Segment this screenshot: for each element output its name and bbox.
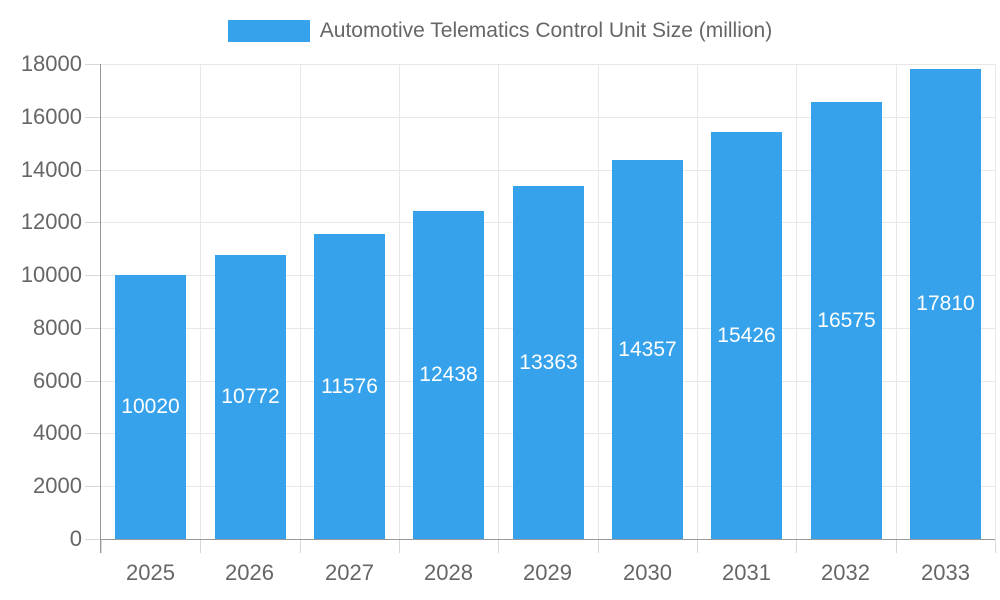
bar-value-label: 10772: [221, 385, 280, 408]
y-tick-label: 16000: [20, 104, 82, 129]
y-axis-line: [100, 64, 101, 553]
bar-value-label: 16575: [817, 308, 876, 332]
bar-2028[interactable]: 12438: [413, 211, 484, 539]
x-axis-line: [100, 539, 995, 540]
y-tick-label: 14000: [20, 157, 82, 182]
bar-2031[interactable]: 15426: [711, 132, 782, 539]
bar-2033[interactable]: 17810: [910, 69, 981, 539]
legend-label: Automotive Telematics Control Unit Size …: [319, 19, 773, 42]
y-tick: [85, 170, 101, 171]
x-tick-label: 2025: [126, 560, 175, 585]
gridline-h: [101, 64, 995, 65]
x-tick: [796, 539, 797, 553]
bar-2030[interactable]: 14357: [612, 160, 683, 539]
y-tick-label: 0: [69, 526, 82, 551]
bar-value-label: 11576: [321, 374, 378, 398]
y-tick-label: 12000: [20, 209, 82, 234]
bar-value-label: 17810: [916, 292, 975, 315]
x-tick-label: 2030: [623, 560, 672, 585]
gridline-v: [200, 64, 201, 539]
legend: Automotive Telematics Control Unit Size …: [0, 18, 1000, 44]
y-tick: [85, 275, 101, 276]
y-tick-label: 10000: [20, 262, 82, 287]
gridline-h: [101, 170, 995, 171]
legend-swatch: [227, 20, 310, 42]
bar-value-label: 15426: [717, 323, 776, 347]
bar-value-label: 14357: [618, 337, 677, 361]
y-tick-label: 2000: [33, 473, 82, 498]
gridline-h: [101, 117, 995, 118]
x-tick-label: 2028: [424, 560, 473, 585]
gridline-v: [598, 64, 599, 539]
bar-value-label: 12438: [419, 363, 478, 386]
x-tick: [200, 539, 201, 553]
x-tick: [896, 539, 897, 553]
gridline-v: [498, 64, 499, 539]
y-tick-label: 4000: [33, 420, 82, 445]
y-tick-label: 8000: [33, 315, 82, 340]
gridline-v: [399, 64, 400, 539]
gridline-v: [697, 64, 698, 539]
y-tick: [85, 433, 101, 434]
y-tick: [85, 328, 101, 329]
gridline-v: [896, 64, 897, 539]
x-tick-label: 2029: [523, 560, 572, 585]
x-tick: [498, 539, 499, 553]
x-tick: [697, 539, 698, 553]
bar-2032[interactable]: 16575: [811, 102, 882, 539]
x-tick: [598, 539, 599, 553]
y-tick: [85, 539, 101, 540]
gridline-v: [300, 64, 301, 539]
y-tick: [85, 117, 101, 118]
x-tick: [995, 539, 996, 553]
gridline-v: [796, 64, 797, 539]
bar-2029[interactable]: 13363: [513, 186, 584, 539]
x-tick-label: 2031: [722, 560, 771, 585]
bar-2025[interactable]: 10020: [115, 275, 186, 539]
gridline-v: [995, 64, 996, 539]
y-tick: [85, 486, 101, 487]
x-tick: [101, 539, 102, 553]
x-tick-label: 2033: [921, 560, 970, 585]
y-tick: [85, 64, 101, 65]
bar-2027[interactable]: 11576: [314, 234, 385, 539]
legend-item[interactable]: Automotive Telematics Control Unit Size …: [227, 18, 773, 44]
x-tick-label: 2032: [821, 560, 870, 585]
y-tick: [85, 381, 101, 382]
y-tick: [85, 222, 101, 223]
bar-2026[interactable]: 10772: [215, 255, 286, 539]
x-tick-label: 2026: [225, 560, 274, 585]
y-tick-label: 6000: [33, 368, 82, 393]
x-tick: [399, 539, 400, 553]
y-tick-label: 18000: [20, 51, 82, 76]
x-tick: [300, 539, 301, 553]
bar-value-label: 13363: [519, 350, 578, 374]
x-tick-label: 2027: [325, 560, 374, 585]
bar-value-label: 10020: [121, 395, 180, 418]
